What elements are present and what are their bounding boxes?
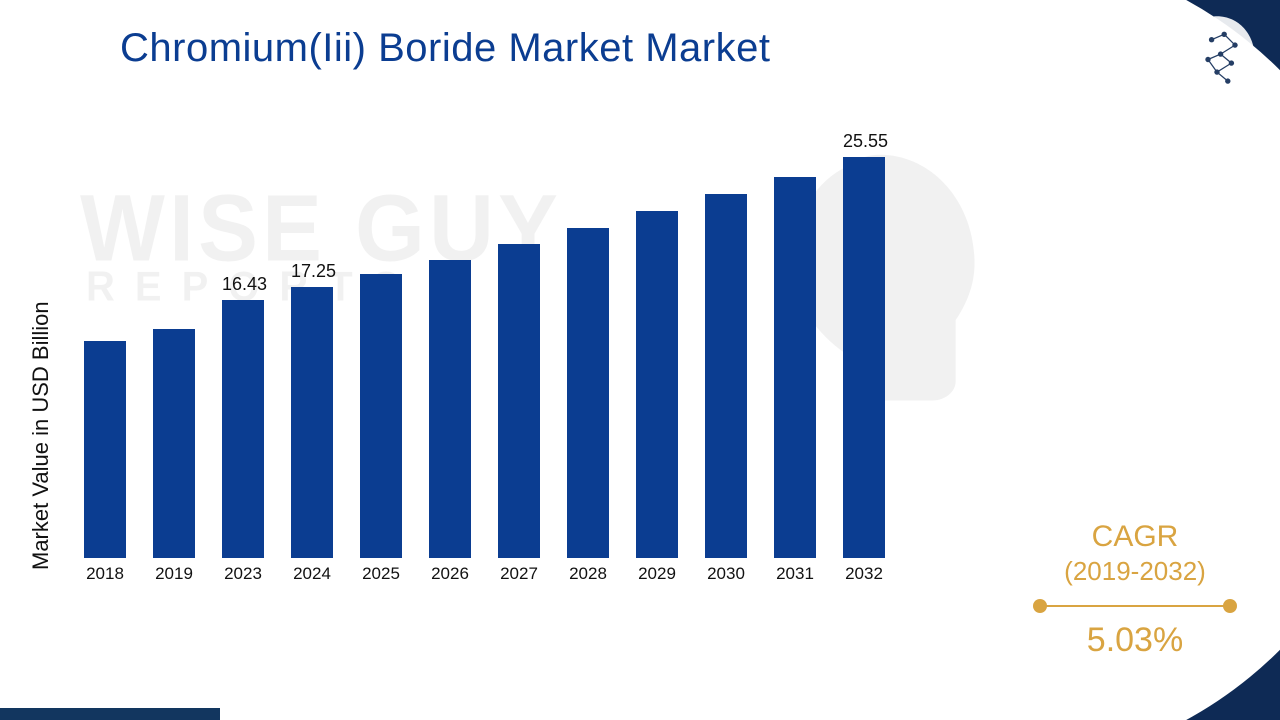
chart-title: Chromium(Iii) Boride Market Market xyxy=(120,26,770,71)
cagr-title: CAGR xyxy=(1020,520,1250,554)
x-tick-label: 2029 xyxy=(627,564,687,584)
cagr-value: 5.03% xyxy=(1020,621,1250,660)
bar-chart: 16.4317.2525.55 201820192023202420252026… xyxy=(80,150,910,580)
x-axis-labels: 2018201920232024202520262027202820292030… xyxy=(80,564,910,588)
bar xyxy=(705,194,747,558)
bar xyxy=(360,274,402,558)
x-tick-label: 2019 xyxy=(144,564,204,584)
bars-container: 16.43 17.25 25.55 xyxy=(80,150,910,558)
x-tick-label: 2026 xyxy=(420,564,480,584)
x-tick-label: 2018 xyxy=(75,564,135,584)
bar-value-label: 16.43 xyxy=(222,274,264,295)
bar-value-label: 25.55 xyxy=(843,131,885,152)
x-tick-label: 2032 xyxy=(834,564,894,584)
x-tick-label: 2031 xyxy=(765,564,825,584)
bar xyxy=(567,228,609,558)
bar xyxy=(498,244,540,558)
x-tick-label: 2024 xyxy=(282,564,342,584)
bar xyxy=(153,329,195,558)
bar xyxy=(774,177,816,558)
bar: 16.43 xyxy=(222,300,264,558)
y-axis-label: Market Value in USD Billion xyxy=(28,301,54,570)
bar xyxy=(84,341,126,558)
x-tick-label: 2030 xyxy=(696,564,756,584)
bar: 25.55 xyxy=(843,157,885,558)
cagr-period: (2019-2032) xyxy=(1020,556,1250,587)
cagr-panel: CAGR (2019-2032) 5.03% xyxy=(1020,520,1250,660)
cagr-divider xyxy=(1040,605,1230,607)
report-infographic: WISE GUY REPORTS Chromium(Iii) Boride Ma… xyxy=(0,0,1280,720)
bar xyxy=(636,211,678,558)
bottom-accent-bar xyxy=(0,708,220,720)
x-tick-label: 2023 xyxy=(213,564,273,584)
x-tick-label: 2028 xyxy=(558,564,618,584)
x-tick-label: 2025 xyxy=(351,564,411,584)
bar: 17.25 xyxy=(291,287,333,558)
x-tick-label: 2027 xyxy=(489,564,549,584)
logo-head-icon xyxy=(1172,14,1262,114)
bar-value-label: 17.25 xyxy=(291,261,333,282)
bar xyxy=(429,260,471,558)
